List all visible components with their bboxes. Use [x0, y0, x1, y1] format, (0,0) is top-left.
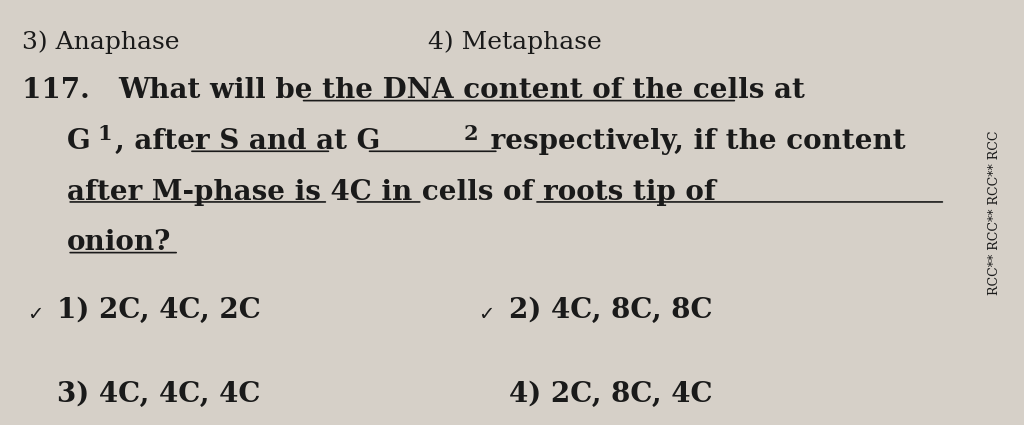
- Text: 1) 2C, 4C, 2C: 1) 2C, 4C, 2C: [57, 297, 261, 324]
- Text: 4) 2C, 8C, 4C: 4) 2C, 8C, 4C: [509, 381, 713, 408]
- Text: ✓: ✓: [27, 306, 43, 324]
- Text: 3) 4C, 4C, 4C: 3) 4C, 4C, 4C: [57, 381, 260, 408]
- Text: 117.: 117.: [22, 77, 99, 105]
- Text: 3) Anaphase: 3) Anaphase: [22, 31, 179, 54]
- Text: 4) Metaphase: 4) Metaphase: [428, 31, 601, 54]
- Text: 2: 2: [463, 124, 478, 144]
- Text: What will be the DNA content of the cells at: What will be the DNA content of the cell…: [118, 77, 805, 105]
- Text: ✓: ✓: [478, 306, 495, 324]
- Text: RCC** RCC** RCC** RCC: RCC** RCC** RCC** RCC: [988, 130, 1001, 295]
- Text: after M-phase is 4C in cells of roots tip of: after M-phase is 4C in cells of roots ti…: [68, 179, 716, 206]
- Text: G: G: [68, 128, 91, 155]
- Text: onion?: onion?: [68, 230, 172, 256]
- Text: 2) 4C, 8C, 8C: 2) 4C, 8C, 8C: [509, 297, 713, 324]
- Text: respectively, if the content: respectively, if the content: [481, 128, 906, 155]
- Text: 1: 1: [98, 124, 113, 144]
- Text: , after S and at G: , after S and at G: [115, 128, 381, 155]
